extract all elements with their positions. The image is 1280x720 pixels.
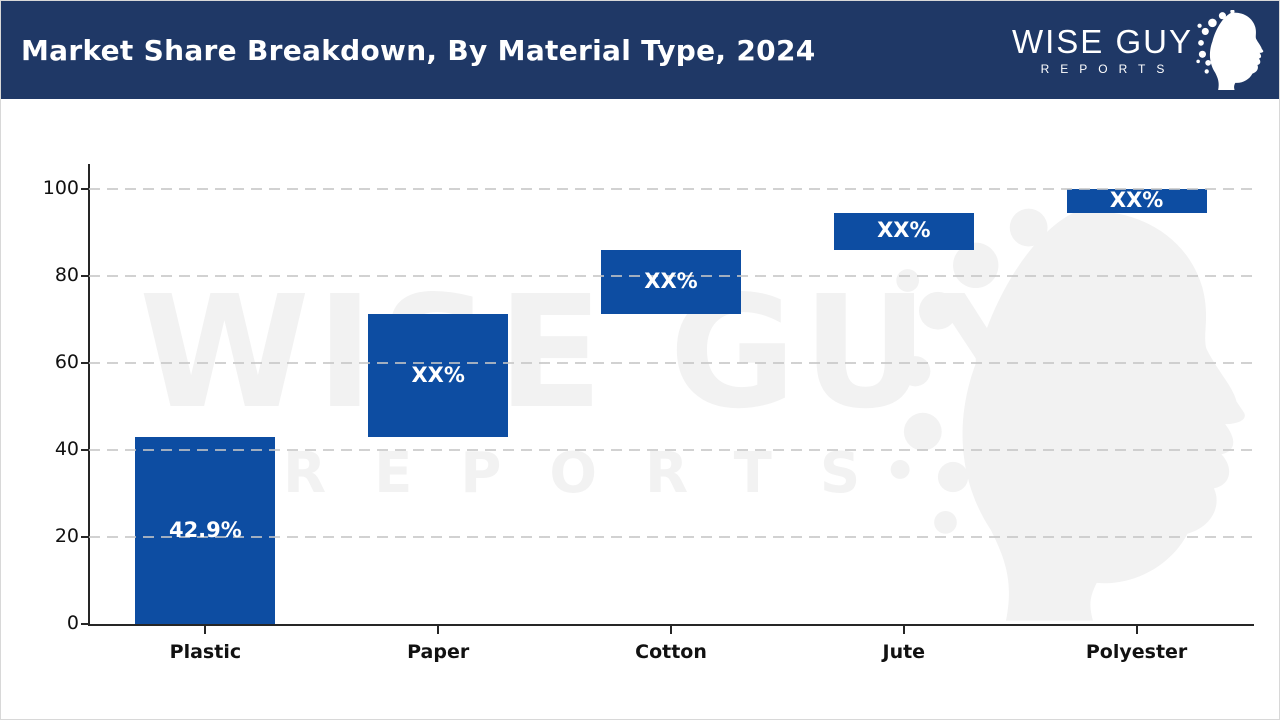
ytick-mark-40	[81, 449, 89, 451]
gridline-80	[89, 275, 1253, 277]
brand-head-icon	[1196, 10, 1264, 90]
ytick-mark-20	[81, 536, 89, 538]
bar-cotton	[601, 249, 741, 315]
axis-label-plastic: Plastic	[169, 641, 242, 663]
watermark-reports-text: REPORTS	[283, 441, 909, 506]
bar-plastic	[135, 437, 276, 624]
bar-polyester	[1066, 189, 1207, 213]
ytick-mark-100	[81, 188, 89, 190]
axis-label-paper: Paper	[407, 641, 470, 663]
xtick-mark-paper	[437, 626, 440, 634]
ytick-label-40: 40	[54, 438, 79, 460]
bar-value-label-paper: XX%	[411, 362, 465, 387]
xtick-mark-cotton	[670, 626, 672, 634]
axis-label-jute: Jute	[882, 641, 926, 663]
y-axis-line	[88, 164, 90, 626]
ytick-mark-0	[81, 623, 89, 625]
ytick-label-0: 0	[66, 612, 79, 634]
bar-value-label-plastic: 42.9%	[168, 517, 242, 542]
brand-tagline: REPORTS	[1040, 61, 1176, 76]
gridline-100	[89, 188, 1253, 190]
watermark-wiseguy-text: WISE GUY	[139, 262, 1053, 443]
axis-label-polyester: Polyester	[1085, 641, 1188, 663]
ytick-label-100: 100	[42, 177, 79, 199]
page-title: Market Share Breakdown, By Material Type…	[21, 33, 816, 67]
gridline-20	[89, 536, 1253, 538]
xtick-mark-jute	[902, 626, 905, 634]
axis-label-cotton: Cotton	[635, 641, 707, 663]
gridline-60	[89, 362, 1253, 364]
x-axis-line	[88, 624, 1254, 626]
bar-paper	[368, 314, 509, 438]
xtick-mark-polyester	[1135, 626, 1138, 634]
xtick-mark-plastic	[204, 626, 207, 634]
brand-logo: WISE GUY REPORTS	[1012, 10, 1267, 90]
brand-name: WISE GUY	[1011, 22, 1193, 60]
brand-logo-text: WISE GUY REPORTS	[1011, 22, 1193, 76]
bar-jute	[833, 212, 974, 250]
ytick-label-80: 80	[54, 264, 79, 286]
bar-value-label-jute: XX%	[877, 218, 931, 243]
bar-value-label-polyester: XX%	[1109, 187, 1164, 212]
ytick-label-60: 60	[54, 351, 79, 373]
ytick-label-20: 20	[54, 525, 79, 547]
app-header: Market Share Breakdown, By Material Type…	[1, 1, 1279, 99]
bar-value-label-cotton: XX%	[644, 269, 698, 294]
ytick-mark-80	[81, 275, 89, 277]
ytick-mark-60	[81, 362, 89, 364]
gridline-40	[89, 449, 1253, 451]
watermark-head-icon	[890, 193, 1245, 621]
